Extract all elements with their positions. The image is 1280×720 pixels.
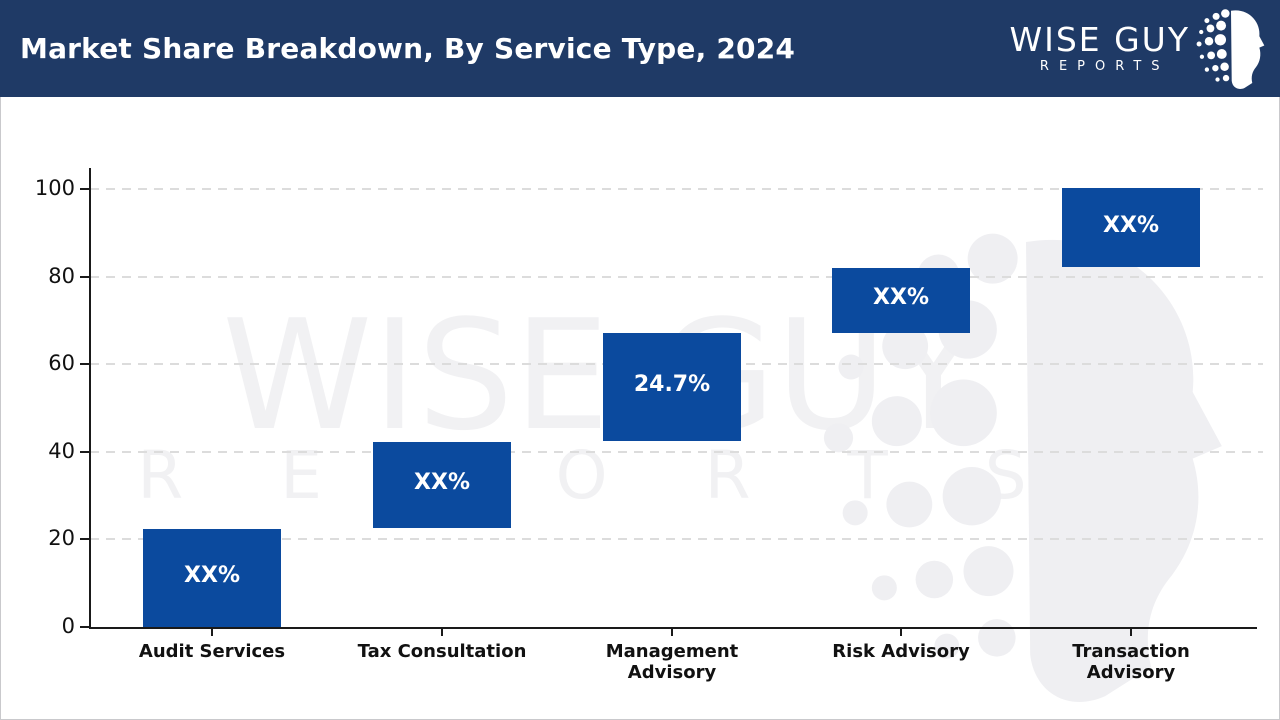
x-tick-label-line: Advisory <box>627 662 717 683</box>
bar-label-transaction-advisory: XX% <box>1103 212 1159 238</box>
x-tick-audit-services <box>211 628 213 636</box>
bar-label-risk-advisory: XX% <box>873 285 929 311</box>
x-tick-label-transaction-advisory: Transaction Advisory <box>1021 641 1241 683</box>
x-tick-label-risk-advisory: Risk Advisory <box>791 641 1011 662</box>
x-tick-label-line: Tax Consultation <box>357 641 527 662</box>
bar-label-audit-services: XX% <box>184 562 240 588</box>
chart-area: WISE GUY R E P O R T S 0 20 40 60 80 100 XX% Au… <box>0 97 1280 720</box>
logo-subtitle: REPORTS <box>1039 59 1170 74</box>
x-tick-label-line: Audit Services <box>138 641 286 662</box>
x-tick-label-audit-services: Audit Services <box>102 641 322 662</box>
y-tick-80 <box>80 275 89 278</box>
bar-label-management-advisory: 24.7% <box>633 371 711 397</box>
logo-wordmark: WISE GUY <box>1009 20 1190 59</box>
x-tick-label-line: Management <box>605 641 739 662</box>
y-tick-40 <box>80 450 89 453</box>
x-tick-transaction-advisory <box>1130 628 1132 636</box>
x-tick-tax-consultation <box>441 628 443 636</box>
gridline-40 <box>90 450 1263 453</box>
bar-audit-services <box>143 528 281 627</box>
y-tick-label-0: 0 <box>61 614 75 638</box>
x-tick-label-management-advisory: Management Advisory <box>562 641 782 683</box>
wiseguy-logo-text: WISE GUY REPORTS <box>1009 20 1190 75</box>
gridline-20 <box>90 538 1263 541</box>
x-tick-label-tax-consultation: Tax Consultation <box>332 641 552 662</box>
y-tick-0 <box>80 626 89 628</box>
wiseguy-logo: WISE GUY REPORTS <box>1009 5 1280 93</box>
bar-risk-advisory <box>832 267 970 334</box>
gridline-100 <box>90 188 1263 190</box>
y-tick-label-60: 60 <box>48 351 75 376</box>
y-tick-label-20: 20 <box>48 526 75 551</box>
bar-label-tax-consultation: XX% <box>414 470 470 496</box>
y-tick-label-40: 40 <box>48 438 75 463</box>
y-tick-100 <box>80 188 89 190</box>
x-tick-label-line: Advisory <box>1086 662 1176 683</box>
y-tick-label-100: 100 <box>34 176 75 200</box>
bar-tax-consultation <box>373 442 511 528</box>
wiseguy-head-icon <box>1196 8 1265 89</box>
y-axis-spine <box>89 168 91 629</box>
x-tick-management-advisory <box>671 628 673 636</box>
y-tick-label-80: 80 <box>48 263 75 288</box>
x-axis-spine <box>89 627 1257 629</box>
y-tick-20 <box>80 538 89 541</box>
chart-title: Market Share Breakdown, By Service Type,… <box>20 32 796 65</box>
watermark-subtitle: R E P O R T S <box>137 437 1065 514</box>
bar-management-advisory <box>603 332 741 441</box>
x-tick-label-line: Risk Advisory <box>832 641 970 662</box>
y-tick-60 <box>80 363 89 366</box>
gridline-80 <box>90 275 1263 278</box>
x-tick-label-line: Transaction <box>1072 641 1190 662</box>
bar-transaction-advisory <box>1062 188 1200 267</box>
header-bar: Market Share Breakdown, By Service Type,… <box>0 0 1280 97</box>
x-tick-risk-advisory <box>900 628 902 636</box>
